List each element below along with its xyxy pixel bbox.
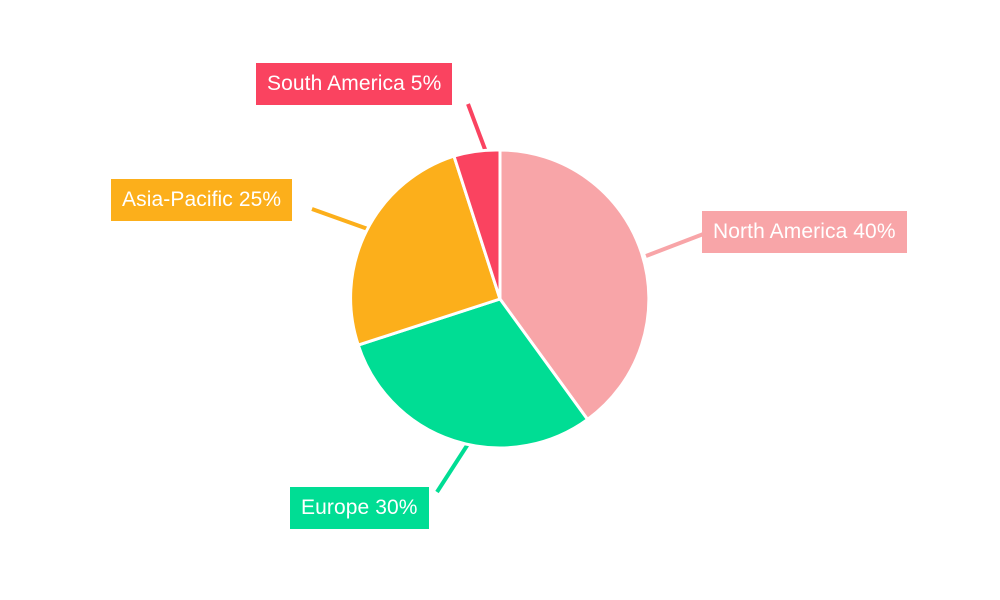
- pie-label-europe[interactable]: Europe 30%: [290, 487, 429, 529]
- leader-line-north-america: [645, 231, 707, 258]
- pie-label-south-america[interactable]: South America 5%: [256, 63, 453, 105]
- pie-wedges: [349, 148, 651, 450]
- leader-line-south-america: [466, 103, 488, 153]
- pie-slice-asia-pacific[interactable]: [349, 154, 502, 347]
- pie-slice-europe[interactable]: [356, 297, 590, 450]
- pie-slice-south-america[interactable]: [452, 148, 502, 301]
- leader-line-europe: [435, 442, 470, 494]
- pie-label-asia-pacific[interactable]: Asia-Pacific 25%: [111, 179, 293, 221]
- pie-slice-north-america[interactable]: [498, 148, 651, 421]
- pie-label-north-america[interactable]: North America 40%: [702, 211, 907, 253]
